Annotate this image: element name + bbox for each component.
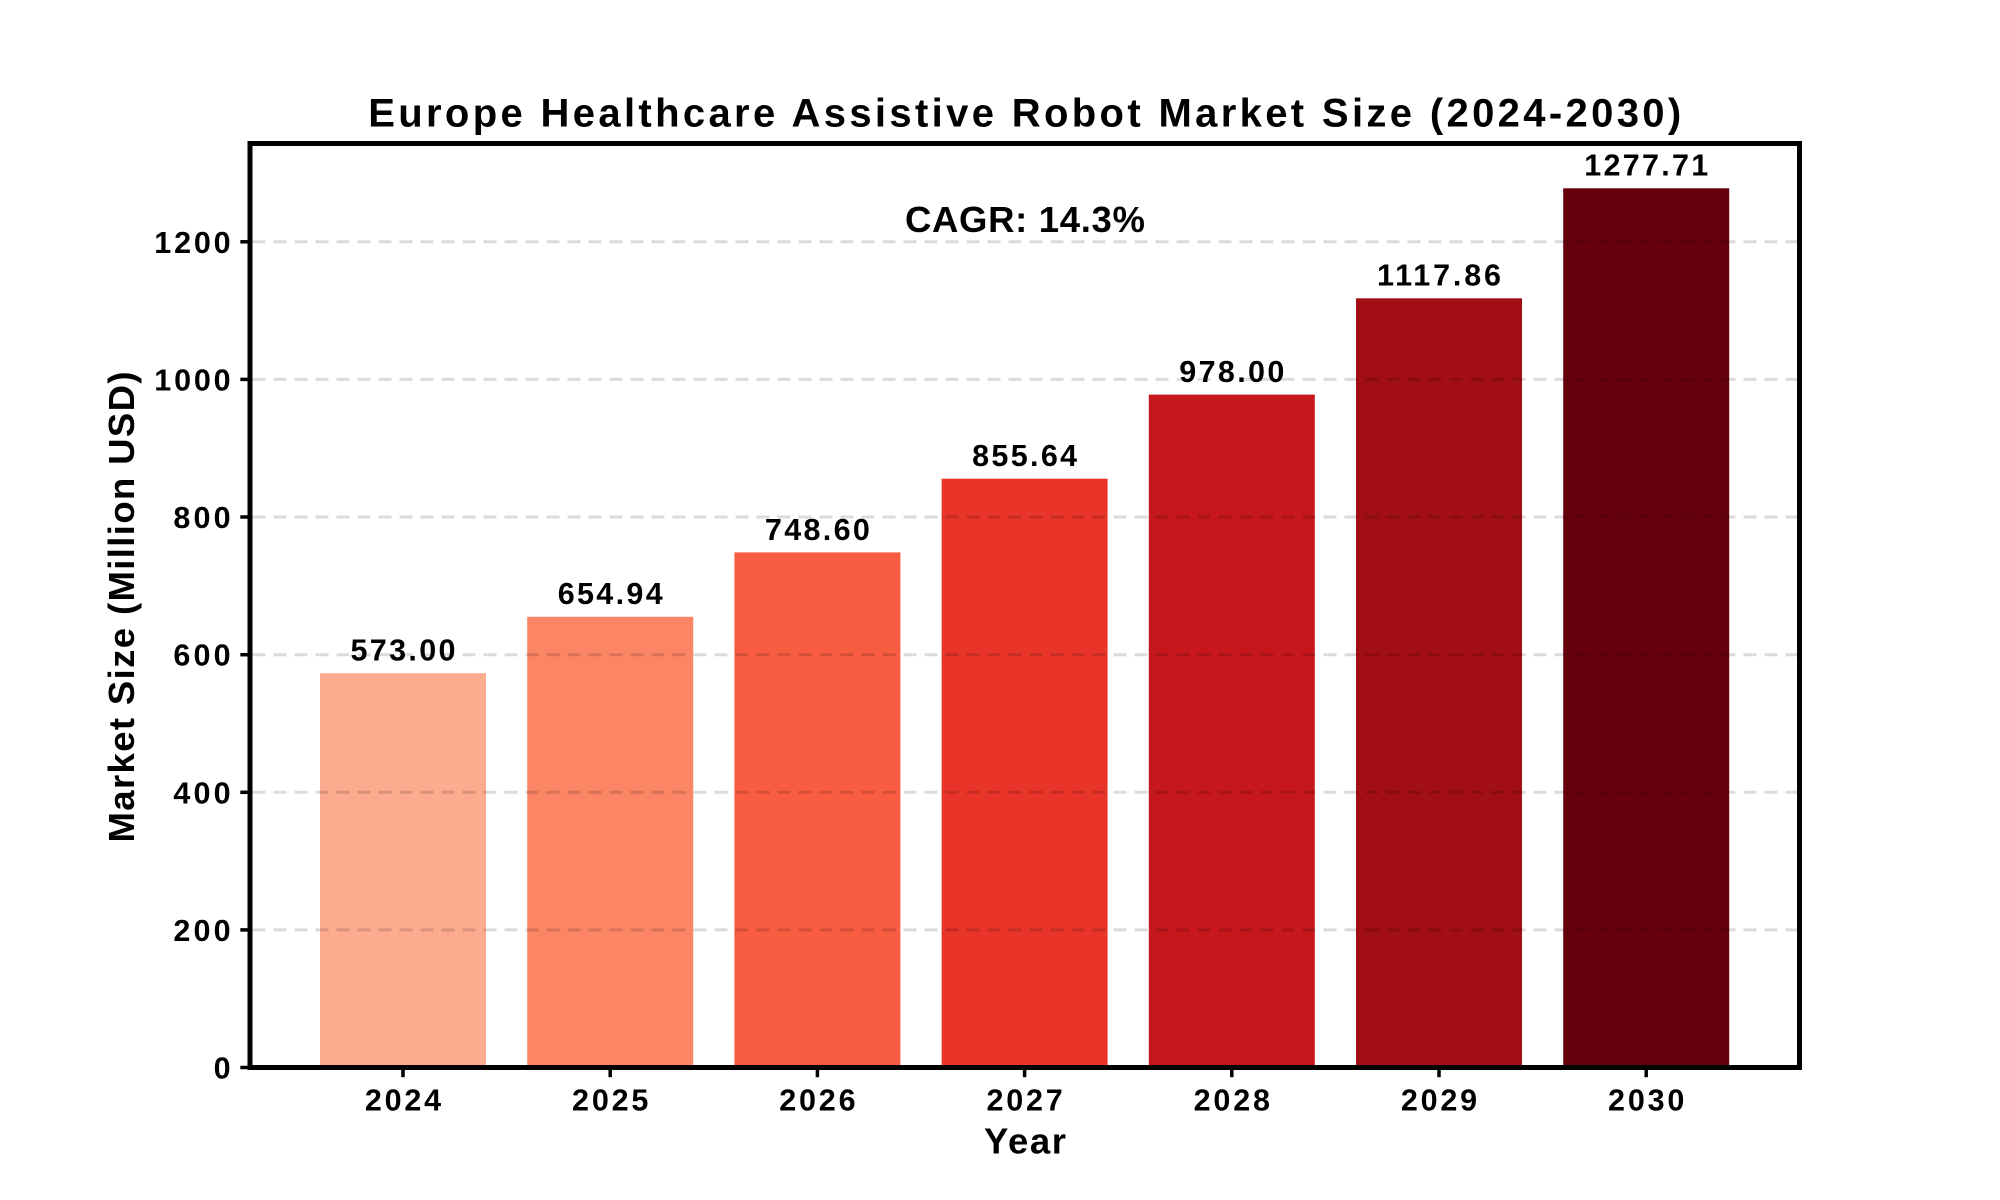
svg-text:Europe Healthcare Assistive Ro: Europe Healthcare Assistive Robot Market… [368, 92, 1681, 136]
svg-text:CAGR: 14.3%: CAGR: 14.3% [905, 199, 1145, 240]
svg-text:600: 600 [173, 639, 230, 673]
svg-text:748.60: 748.60 [765, 513, 870, 547]
svg-text:1117.86: 1117.86 [1377, 259, 1501, 293]
svg-text:200: 200 [173, 914, 230, 948]
svg-text:855.64: 855.64 [972, 439, 1077, 473]
svg-text:654.94: 654.94 [558, 577, 663, 611]
svg-text:573.00: 573.00 [351, 634, 456, 668]
svg-text:978.00: 978.00 [1179, 355, 1284, 389]
svg-text:Year: Year [984, 1121, 1066, 1162]
svg-text:800: 800 [173, 501, 230, 535]
svg-text:Market Size (Million USD): Market Size (Million USD) [101, 372, 142, 843]
svg-text:400: 400 [173, 776, 230, 810]
svg-text:1277.71: 1277.71 [1584, 149, 1708, 183]
svg-text:0: 0 [214, 1052, 231, 1086]
